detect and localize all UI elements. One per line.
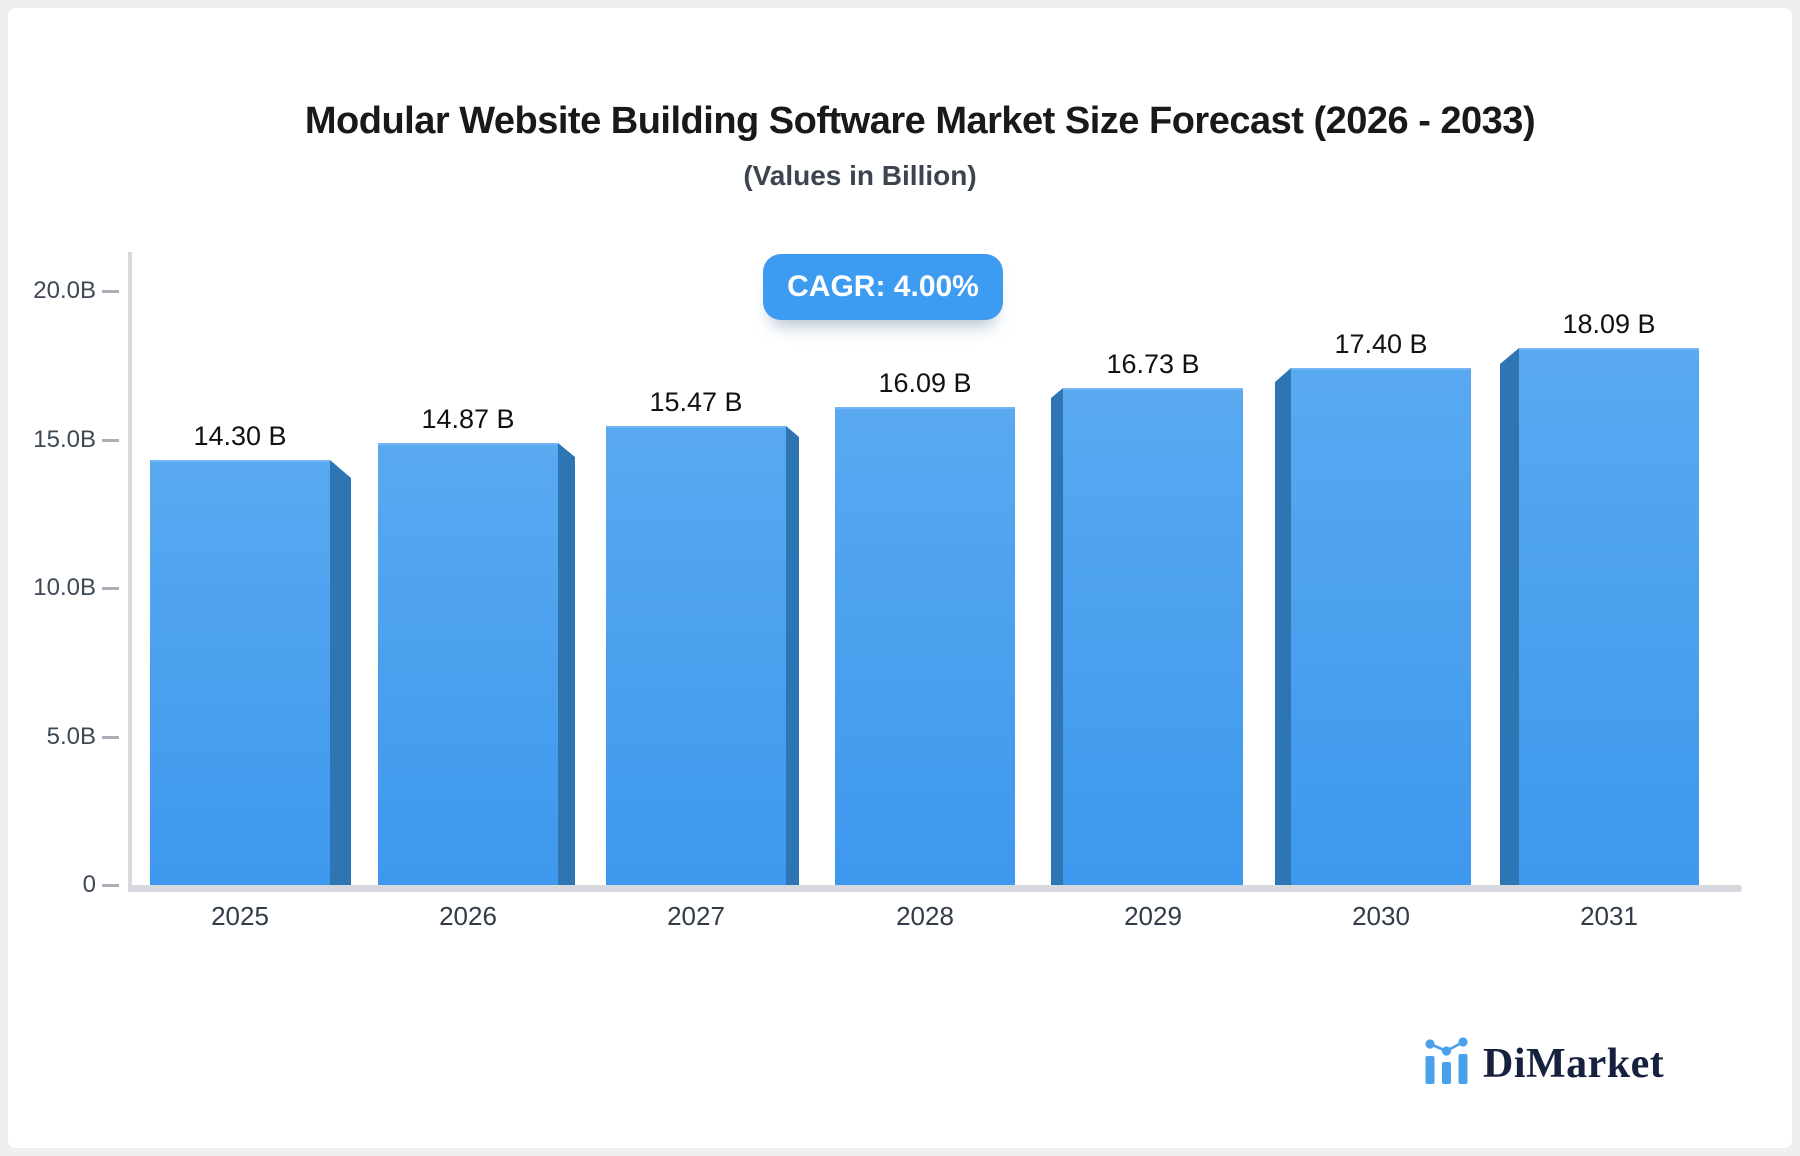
y-tick <box>102 587 119 590</box>
y-tick <box>102 884 119 887</box>
x-category-label: 2025 <box>211 901 269 931</box>
bar-side <box>558 443 575 885</box>
x-category-label: 2029 <box>1124 901 1182 931</box>
bar-value-label: 14.87 B <box>421 404 515 434</box>
bar <box>378 443 558 885</box>
bar-value-label: 17.40 B <box>1334 329 1428 359</box>
bar <box>1519 348 1699 885</box>
bar-side <box>330 460 351 885</box>
bar <box>1063 388 1243 885</box>
x-category-label: 2031 <box>1580 901 1638 931</box>
bar-value-label: 18.09 B <box>1562 309 1656 339</box>
y-tick-label: 5.0B <box>46 722 96 750</box>
bar-side <box>1275 368 1291 885</box>
bar <box>606 426 786 885</box>
brand-logo-icon <box>1425 1037 1468 1084</box>
y-tick-label: 10.0B <box>33 574 96 601</box>
x-category-label: 2028 <box>896 901 954 931</box>
y-tick <box>102 735 119 739</box>
chart-title: Modular Website Building Software Market… <box>304 100 1536 142</box>
bar <box>150 460 330 885</box>
bar-side <box>786 426 799 885</box>
cagr-badge: CAGR: 4.00% <box>763 254 1003 320</box>
bar-side <box>1500 348 1519 885</box>
bar-value-label: 16.09 B <box>878 368 972 398</box>
brand-logo: DiMarket <box>1423 1034 1664 1090</box>
x-axis-line <box>129 885 1742 892</box>
bar-value-label: 14.30 B <box>193 421 287 451</box>
bar-value-label: 16.73 B <box>1106 349 1200 379</box>
y-axis-line <box>128 252 132 892</box>
y-tick-label: 20.0B <box>33 277 96 304</box>
x-category-label: 2026 <box>439 901 497 931</box>
x-category-label: 2030 <box>1352 901 1410 931</box>
bar <box>1291 368 1471 885</box>
y-tick-label: 15.0B <box>33 425 96 453</box>
x-category-label: 2027 <box>667 901 725 931</box>
bar <box>835 407 1015 885</box>
bar-value-label: 15.47 B <box>649 387 743 417</box>
bar-side <box>1051 388 1063 885</box>
y-tick <box>102 438 119 442</box>
y-tick-label: 0 <box>82 871 96 898</box>
brand-logo-text: DiMarket <box>1483 1041 1665 1087</box>
chart-subtitle: (Values in Billion) <box>743 160 977 191</box>
y-tick <box>102 290 119 293</box>
